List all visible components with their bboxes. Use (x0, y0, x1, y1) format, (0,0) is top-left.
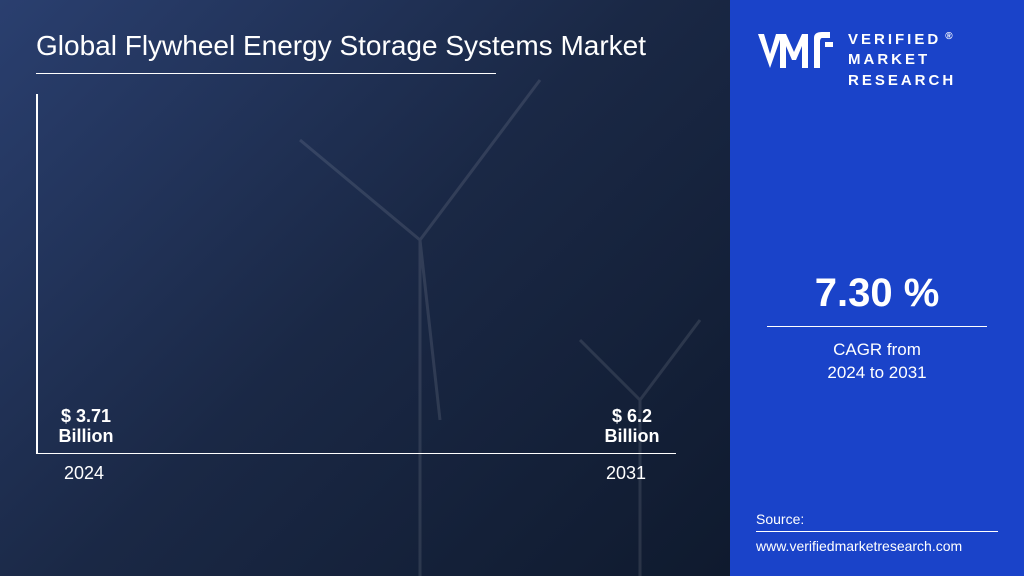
logo-line3: RESEARCH (848, 71, 956, 91)
title-underline (36, 73, 496, 74)
bar-value-label: $ 3.71Billion (59, 406, 114, 447)
sidebar-panel: VERIFIED ® MARKET RESEARCH 7.30 % CAGR fr… (730, 0, 1024, 576)
x-axis-labels: 2024 2031 (52, 463, 666, 484)
x-axis-start-label: 2024 (64, 463, 104, 484)
source-url: www.verifiedmarketresearch.com (756, 538, 998, 554)
chart-panel: Global Flywheel Energy Storage Systems M… (0, 0, 730, 576)
logo-line1: VERIFIED (848, 31, 941, 48)
cagr-caption: CAGR from 2024 to 2031 (756, 339, 998, 385)
cagr-stat-block: 7.30 % CAGR from 2024 to 2031 (756, 271, 998, 385)
cagr-value: 7.30 % (756, 271, 998, 316)
cagr-underline (767, 326, 987, 327)
brand-logo-text: VERIFIED ® MARKET RESEARCH (848, 30, 956, 91)
vmr-logo-mark-icon (756, 30, 836, 82)
registered-mark: ® (945, 31, 955, 42)
cagr-caption-line1: CAGR from (756, 339, 998, 362)
source-label: Source: (756, 511, 998, 527)
source-underline (756, 531, 998, 532)
chart-title: Global Flywheel Energy Storage Systems M… (36, 28, 694, 63)
y-axis-line (36, 94, 38, 454)
cagr-caption-line2: 2024 to 2031 (756, 362, 998, 385)
x-axis-end-label: 2031 (606, 463, 646, 484)
bars-container: $ 3.71Billion $ 6.2Billion (52, 113, 666, 453)
logo-line2: MARKET (848, 50, 956, 70)
bar-value-label: $ 6.2Billion (605, 406, 660, 447)
bar-chart: $ 3.71Billion $ 6.2Billion 2024 2031 (36, 94, 676, 494)
brand-logo: VERIFIED ® MARKET RESEARCH (756, 30, 998, 91)
source-block: Source: www.verifiedmarketresearch.com (756, 511, 998, 554)
